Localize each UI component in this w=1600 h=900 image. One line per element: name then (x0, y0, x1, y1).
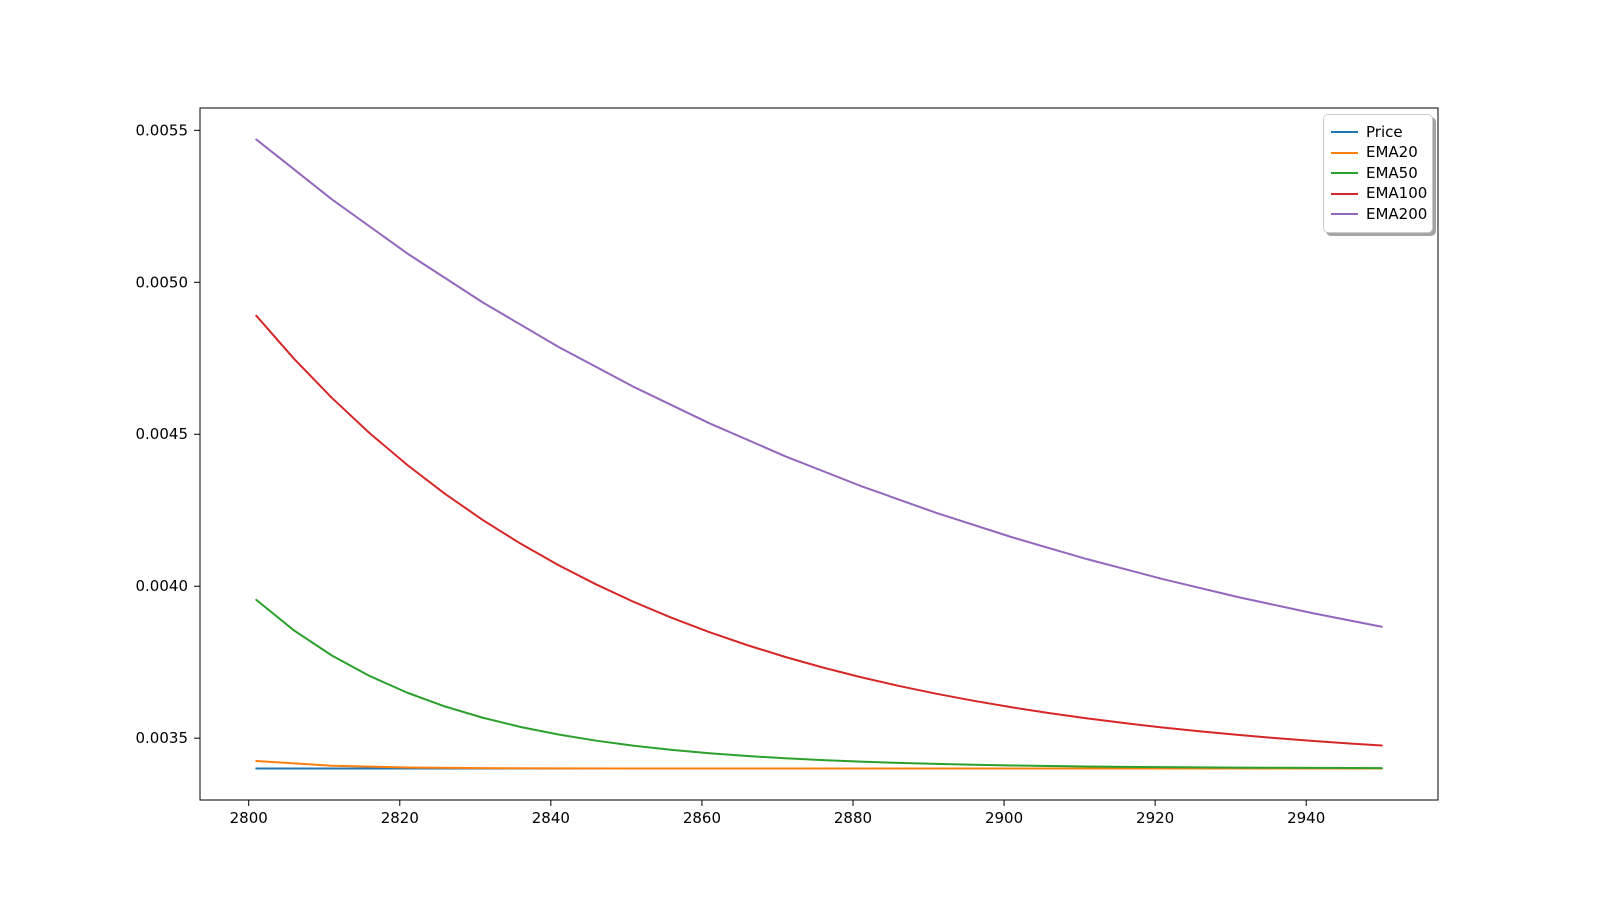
legend-item-ema20: EMA20 (1331, 143, 1423, 164)
x-tick-label: 2900 (985, 809, 1023, 827)
legend-item-ema200: EMA200 (1331, 204, 1427, 225)
legend-item-ema50: EMA50 (1331, 163, 1423, 184)
y-tick-label: 0.0040 (136, 577, 189, 595)
series-line-ema20 (255, 759, 1383, 770)
x-tick-label: 2860 (683, 809, 721, 827)
legend-line-swatch-ema100 (1331, 192, 1358, 195)
legend-label: EMA20 (1366, 143, 1418, 162)
legend-label: EMA200 (1366, 204, 1428, 223)
x-tick-label: 2840 (532, 809, 570, 827)
y-tick-label: 0.0045 (136, 425, 189, 443)
x-tick-label: 2800 (230, 809, 268, 827)
legend-label: Price (1366, 122, 1403, 141)
legend-label: EMA100 (1366, 184, 1428, 203)
x-tick-label: 2880 (834, 809, 872, 827)
legend: Price EMA20 EMA50 EMA100 EMA200 (1323, 114, 1433, 233)
legend-line-swatch-ema20 (1331, 151, 1358, 154)
legend-line-swatch-ema50 (1331, 172, 1358, 175)
x-tick-label: 2940 (1287, 809, 1325, 827)
legend-item-price: Price (1331, 122, 1423, 143)
y-tick-label: 0.0055 (136, 121, 189, 139)
axes-frame (199, 107, 1439, 801)
legend-line-swatch-ema200 (1331, 213, 1358, 216)
legend-label: EMA50 (1366, 163, 1418, 182)
x-tick-label: 2820 (381, 809, 419, 827)
legend-item-ema100: EMA100 (1331, 184, 1427, 205)
y-tick-label: 0.0050 (136, 273, 189, 291)
y-tick-label: 0.0035 (136, 729, 189, 747)
legend-line-swatch-price (1331, 131, 1358, 134)
series-line-ema200 (255, 138, 1383, 628)
series-line-ema100 (255, 314, 1383, 747)
x-tick-label: 2920 (1136, 809, 1174, 827)
series-line-ema50 (255, 598, 1383, 770)
